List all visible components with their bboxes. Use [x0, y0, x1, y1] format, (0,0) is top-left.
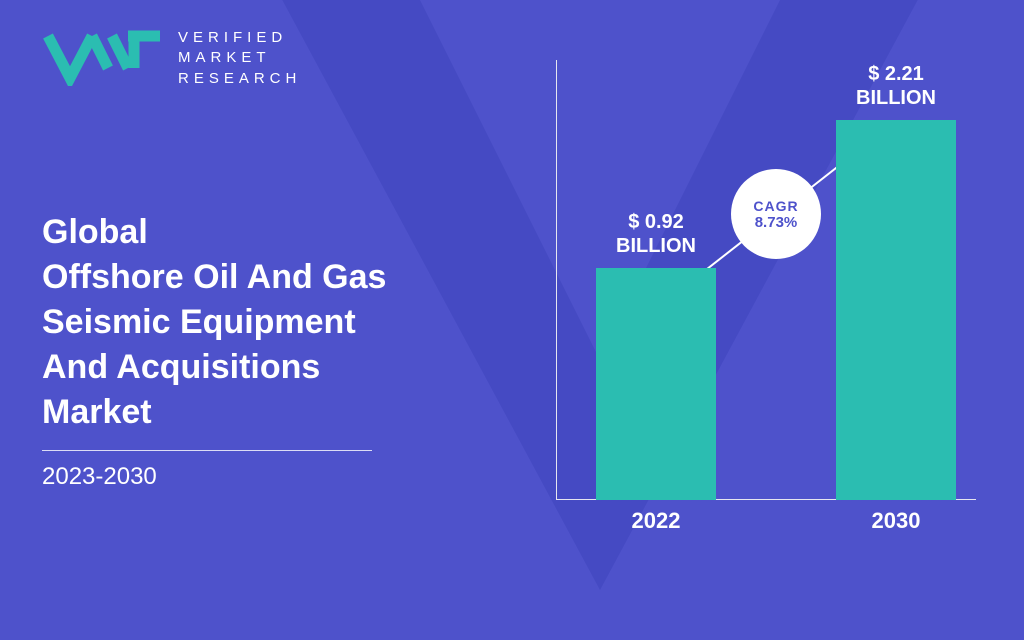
title-divider [42, 450, 372, 451]
x-label-2022: 2022 [596, 508, 716, 534]
brand-line-2: MARKET [178, 48, 301, 68]
value-top-0: $ 0.92 [586, 210, 726, 234]
brand-logo-icon [42, 30, 162, 86]
value-top-1: $ 2.21 [826, 62, 966, 86]
bar-chart: $ 0.92 BILLION $ 2.21 BILLION 2022 2030 … [556, 40, 996, 500]
title-line-1: Global [42, 210, 386, 255]
y-axis [556, 60, 557, 500]
x-label-2030: 2030 [836, 508, 956, 534]
brand-line-3: RESEARCH [178, 69, 301, 89]
title-line-3: Seismic Equipment [42, 300, 386, 345]
chart-title: Global Offshore Oil And Gas Seismic Equi… [42, 210, 386, 434]
value-label-2022: $ 0.92 BILLION [586, 210, 726, 259]
title-line-5: Market [42, 390, 386, 435]
bar-2030 [836, 120, 956, 500]
value-bottom-1: BILLION [826, 86, 966, 110]
cagr-value: 8.73% [755, 214, 798, 231]
bar-2022 [596, 268, 716, 500]
forecast-years: 2023-2030 [42, 463, 386, 491]
value-bottom-0: BILLION [586, 234, 726, 258]
title-line-4: And Acquisitions [42, 345, 386, 390]
cagr-badge: CAGR 8.73% [731, 169, 821, 259]
brand-line-1: VERIFIED [178, 28, 301, 48]
title-block: Global Offshore Oil And Gas Seismic Equi… [42, 210, 386, 491]
value-label-2030: $ 2.21 BILLION [826, 62, 966, 111]
brand-logo-block: VERIFIED MARKET RESEARCH [42, 28, 301, 89]
brand-name: VERIFIED MARKET RESEARCH [178, 28, 301, 89]
cagr-label: CAGR [753, 198, 798, 214]
title-line-2: Offshore Oil And Gas [42, 255, 386, 300]
